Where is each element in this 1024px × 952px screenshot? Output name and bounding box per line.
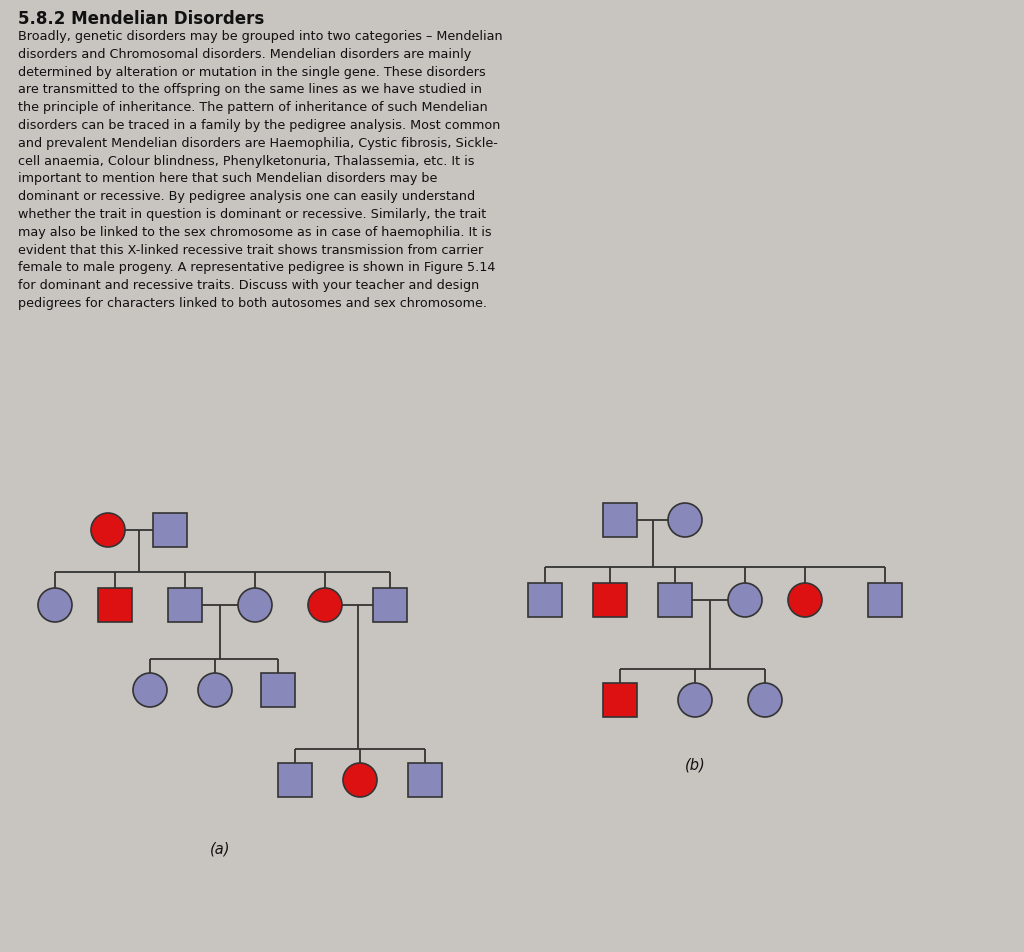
Circle shape (668, 503, 702, 537)
Circle shape (238, 588, 272, 622)
Bar (278, 763, 312, 797)
Bar (98, 588, 132, 622)
Circle shape (728, 583, 762, 617)
Circle shape (748, 683, 782, 717)
Bar (603, 683, 637, 717)
Text: female to male progeny. A representative pedigree is shown in Figure 5.14: female to male progeny. A representative… (18, 262, 496, 274)
Circle shape (198, 673, 232, 707)
Text: are transmitted to the offspring on the same lines as we have studied in: are transmitted to the offspring on the … (18, 84, 482, 96)
Text: important to mention here that such Mendelian disorders may be: important to mention here that such Mend… (18, 172, 437, 186)
Bar (261, 673, 295, 707)
Text: disorders and Chromosomal disorders. Mendelian disorders are mainly: disorders and Chromosomal disorders. Men… (18, 48, 471, 61)
Circle shape (678, 683, 712, 717)
Circle shape (343, 763, 377, 797)
Text: dominant or recessive. By pedigree analysis one can easily understand: dominant or recessive. By pedigree analy… (18, 190, 475, 203)
Text: Broadly, genetic disorders may be grouped into two categories – Mendelian: Broadly, genetic disorders may be groupe… (18, 30, 503, 43)
Text: whether the trait in question is dominant or recessive. Similarly, the trait: whether the trait in question is dominan… (18, 208, 486, 221)
Bar (658, 583, 692, 617)
Circle shape (133, 673, 167, 707)
Bar (868, 583, 902, 617)
Text: (b): (b) (685, 757, 706, 772)
Text: for dominant and recessive traits. Discuss with your teacher and design: for dominant and recessive traits. Discu… (18, 279, 479, 292)
Text: pedigrees for characters linked to both autosomes and sex chromosome.: pedigrees for characters linked to both … (18, 297, 487, 310)
Bar (603, 503, 637, 537)
Text: determined by alteration or mutation in the single gene. These disorders: determined by alteration or mutation in … (18, 66, 485, 79)
Text: disorders can be traced in a family by the pedigree analysis. Most common: disorders can be traced in a family by t… (18, 119, 501, 132)
Bar (528, 583, 562, 617)
Circle shape (788, 583, 822, 617)
Text: may also be linked to the sex chromosome as in case of haemophilia. It is: may also be linked to the sex chromosome… (18, 226, 492, 239)
Text: (a): (a) (210, 842, 230, 857)
Bar (593, 583, 627, 617)
Text: and prevalent Mendelian disorders are Haemophilia, Cystic fibrosis, Sickle-: and prevalent Mendelian disorders are Ha… (18, 137, 498, 149)
Bar (153, 513, 187, 547)
Text: the principle of inheritance. The pattern of inheritance of such Mendelian: the principle of inheritance. The patter… (18, 101, 487, 114)
Circle shape (91, 513, 125, 547)
Bar (373, 588, 407, 622)
Circle shape (308, 588, 342, 622)
Text: 5.8.2 Mendelian Disorders: 5.8.2 Mendelian Disorders (18, 10, 264, 28)
Text: cell anaemia, Colour blindness, Phenylketonuria, Thalassemia, etc. It is: cell anaemia, Colour blindness, Phenylke… (18, 154, 474, 168)
Bar (408, 763, 442, 797)
Circle shape (38, 588, 72, 622)
Bar (168, 588, 202, 622)
Text: evident that this X-linked recessive trait shows transmission from carrier: evident that this X-linked recessive tra… (18, 244, 483, 257)
